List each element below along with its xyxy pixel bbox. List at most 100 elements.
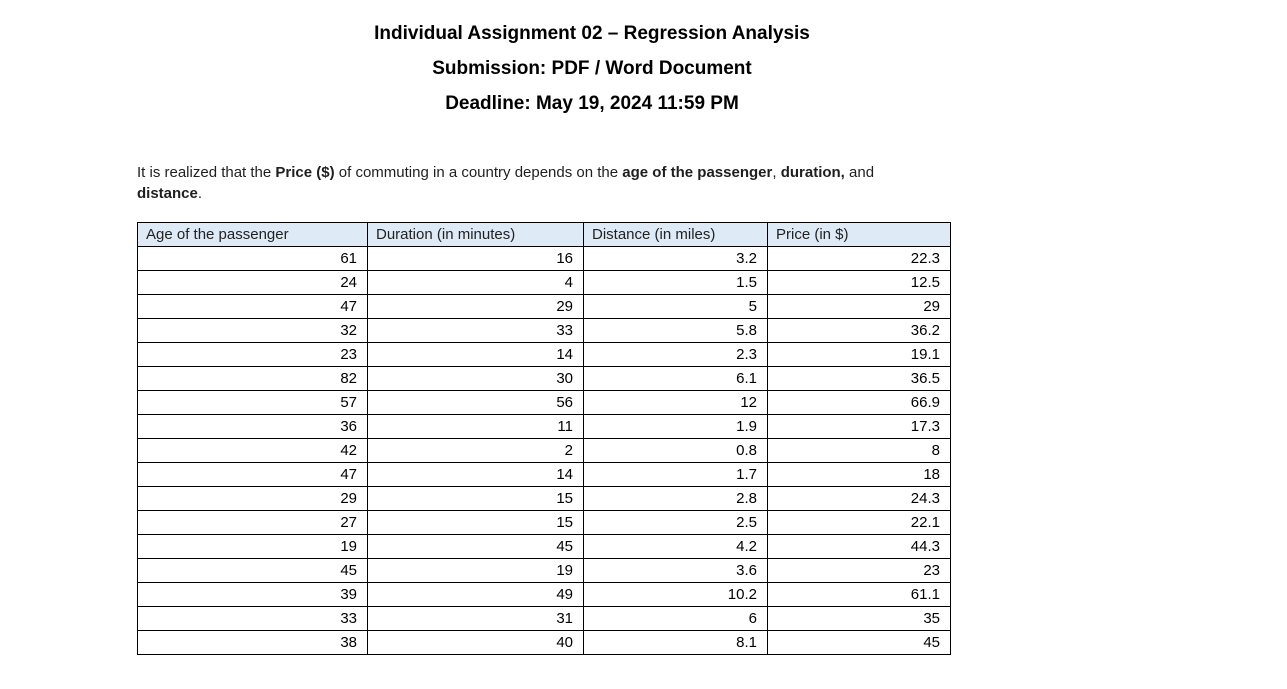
- commute-data-table: Age of the passenger Duration (in minutes…: [137, 222, 951, 655]
- table-row: 42 2 0.8 8: [137, 438, 951, 463]
- assignment-title: Individual Assignment 02 – Regression An…: [374, 23, 810, 44]
- table-cell: 3.6: [583, 558, 768, 583]
- column-header-age: Age of the passenger: [137, 222, 368, 247]
- intro-segment: of commuting in a country depends on the: [334, 164, 623, 181]
- table-cell: 27: [137, 510, 368, 535]
- table-cell: 45: [367, 534, 584, 559]
- intro-paragraph: It is realized that the Price ($) of com…: [137, 162, 1047, 204]
- table-cell: 47: [137, 462, 368, 487]
- table-cell: 45: [767, 630, 951, 655]
- table-cell: 40: [367, 630, 584, 655]
- table-row: 33 31 6 35: [137, 606, 951, 631]
- table-row: 47 14 1.7 18: [137, 462, 951, 487]
- table-cell: 15: [367, 510, 584, 535]
- table-cell: 1.9: [583, 414, 768, 439]
- table-cell: 19.1: [767, 342, 951, 367]
- table-cell: 3.2: [583, 246, 768, 271]
- table-cell: 38: [137, 630, 368, 655]
- column-header-duration: Duration (in minutes): [367, 222, 584, 247]
- table-cell: 2.3: [583, 342, 768, 367]
- table-cell: 31: [367, 606, 584, 631]
- table-cell: 36: [137, 414, 368, 439]
- table-cell: 61: [137, 246, 368, 271]
- table-cell: 36.2: [767, 318, 951, 343]
- table-cell: 5: [583, 294, 768, 319]
- table-cell: 8: [767, 438, 951, 463]
- table-cell: 29: [367, 294, 584, 319]
- table-cell: 29: [767, 294, 951, 319]
- table-cell: 6.1: [583, 366, 768, 391]
- table-cell: 12: [583, 390, 768, 415]
- title-block: Individual Assignment 02 – Regression An…: [137, 24, 1047, 113]
- table-cell: 36.5: [767, 366, 951, 391]
- table-cell: 61.1: [767, 582, 951, 607]
- document-page: Individual Assignment 02 – Regression An…: [137, 24, 1047, 655]
- table-cell: 2: [367, 438, 584, 463]
- table-row: 82 30 6.1 36.5: [137, 366, 951, 391]
- table-cell: 2.8: [583, 486, 768, 511]
- table-row: 27 15 2.5 22.1: [137, 510, 951, 535]
- table-cell: 5.8: [583, 318, 768, 343]
- table-cell: 24: [137, 270, 368, 295]
- table-cell: 17.3: [767, 414, 951, 439]
- intro-segment: It is realized that the: [137, 164, 276, 181]
- table-cell: 16: [367, 246, 584, 271]
- table-row: 57 56 12 66.9: [137, 390, 951, 415]
- table-row: 24 4 1.5 12.5: [137, 270, 951, 295]
- intro-segment: ,: [772, 164, 781, 181]
- table-row: 47 29 5 29: [137, 294, 951, 319]
- intro-segment: age of the passenger: [622, 164, 773, 181]
- table-row: 36 11 1.9 17.3: [137, 414, 951, 439]
- table-cell: 8.1: [583, 630, 768, 655]
- table-cell: 12.5: [767, 270, 951, 295]
- table-cell: 66.9: [767, 390, 951, 415]
- intro-segment: duration,: [780, 164, 845, 181]
- table-cell: 56: [367, 390, 584, 415]
- table-cell: 4.2: [583, 534, 768, 559]
- table-cell: 11: [367, 414, 584, 439]
- intro-segment: .: [197, 185, 203, 202]
- table-cell: 14: [367, 342, 584, 367]
- column-header-price: Price (in $): [767, 222, 951, 247]
- table-cell: 24.3: [767, 486, 951, 511]
- table-cell: 22.3: [767, 246, 951, 271]
- table-row: 45 19 3.6 23: [137, 558, 951, 583]
- table-row: 29 15 2.8 24.3: [137, 486, 951, 511]
- table-row: 32 33 5.8 36.2: [137, 318, 951, 343]
- table-cell: 2.5: [583, 510, 768, 535]
- table-row: 61 16 3.2 22.3: [137, 246, 951, 271]
- table-cell: 19: [137, 534, 368, 559]
- table-cell: 33: [367, 318, 584, 343]
- table-cell: 35: [767, 606, 951, 631]
- submission-line: Submission: PDF / Word Document: [432, 58, 752, 79]
- table-cell: 45: [137, 558, 368, 583]
- table-cell: 15: [367, 486, 584, 511]
- table-cell: 47: [137, 294, 368, 319]
- table-row: 39 49 10.2 61.1: [137, 582, 951, 607]
- table-cell: 14: [367, 462, 584, 487]
- table-cell: 23: [137, 342, 368, 367]
- table-cell: 6: [583, 606, 768, 631]
- table-cell: 49: [367, 582, 584, 607]
- table-cell: 0.8: [583, 438, 768, 463]
- table-row: 38 40 8.1 45: [137, 630, 951, 655]
- intro-segment: distance: [137, 185, 198, 202]
- table-cell: 82: [137, 366, 368, 391]
- table-cell: 1.5: [583, 270, 768, 295]
- table-row: 23 14 2.3 19.1: [137, 342, 951, 367]
- table-cell: 30: [367, 366, 584, 391]
- table-cell: 10.2: [583, 582, 768, 607]
- table-cell: 39: [137, 582, 368, 607]
- table-cell: 42: [137, 438, 368, 463]
- table-cell: 57: [137, 390, 368, 415]
- table-cell: 29: [137, 486, 368, 511]
- table-cell: 4: [367, 270, 584, 295]
- table-cell: 22.1: [767, 510, 951, 535]
- table-cell: 19: [367, 558, 584, 583]
- table-cell: 32: [137, 318, 368, 343]
- table-cell: 23: [767, 558, 951, 583]
- deadline-line: Deadline: May 19, 2024 11:59 PM: [445, 93, 739, 114]
- table-header-row: Age of the passenger Duration (in minutes…: [137, 222, 951, 247]
- column-header-distance: Distance (in miles): [583, 222, 768, 247]
- table-cell: 44.3: [767, 534, 951, 559]
